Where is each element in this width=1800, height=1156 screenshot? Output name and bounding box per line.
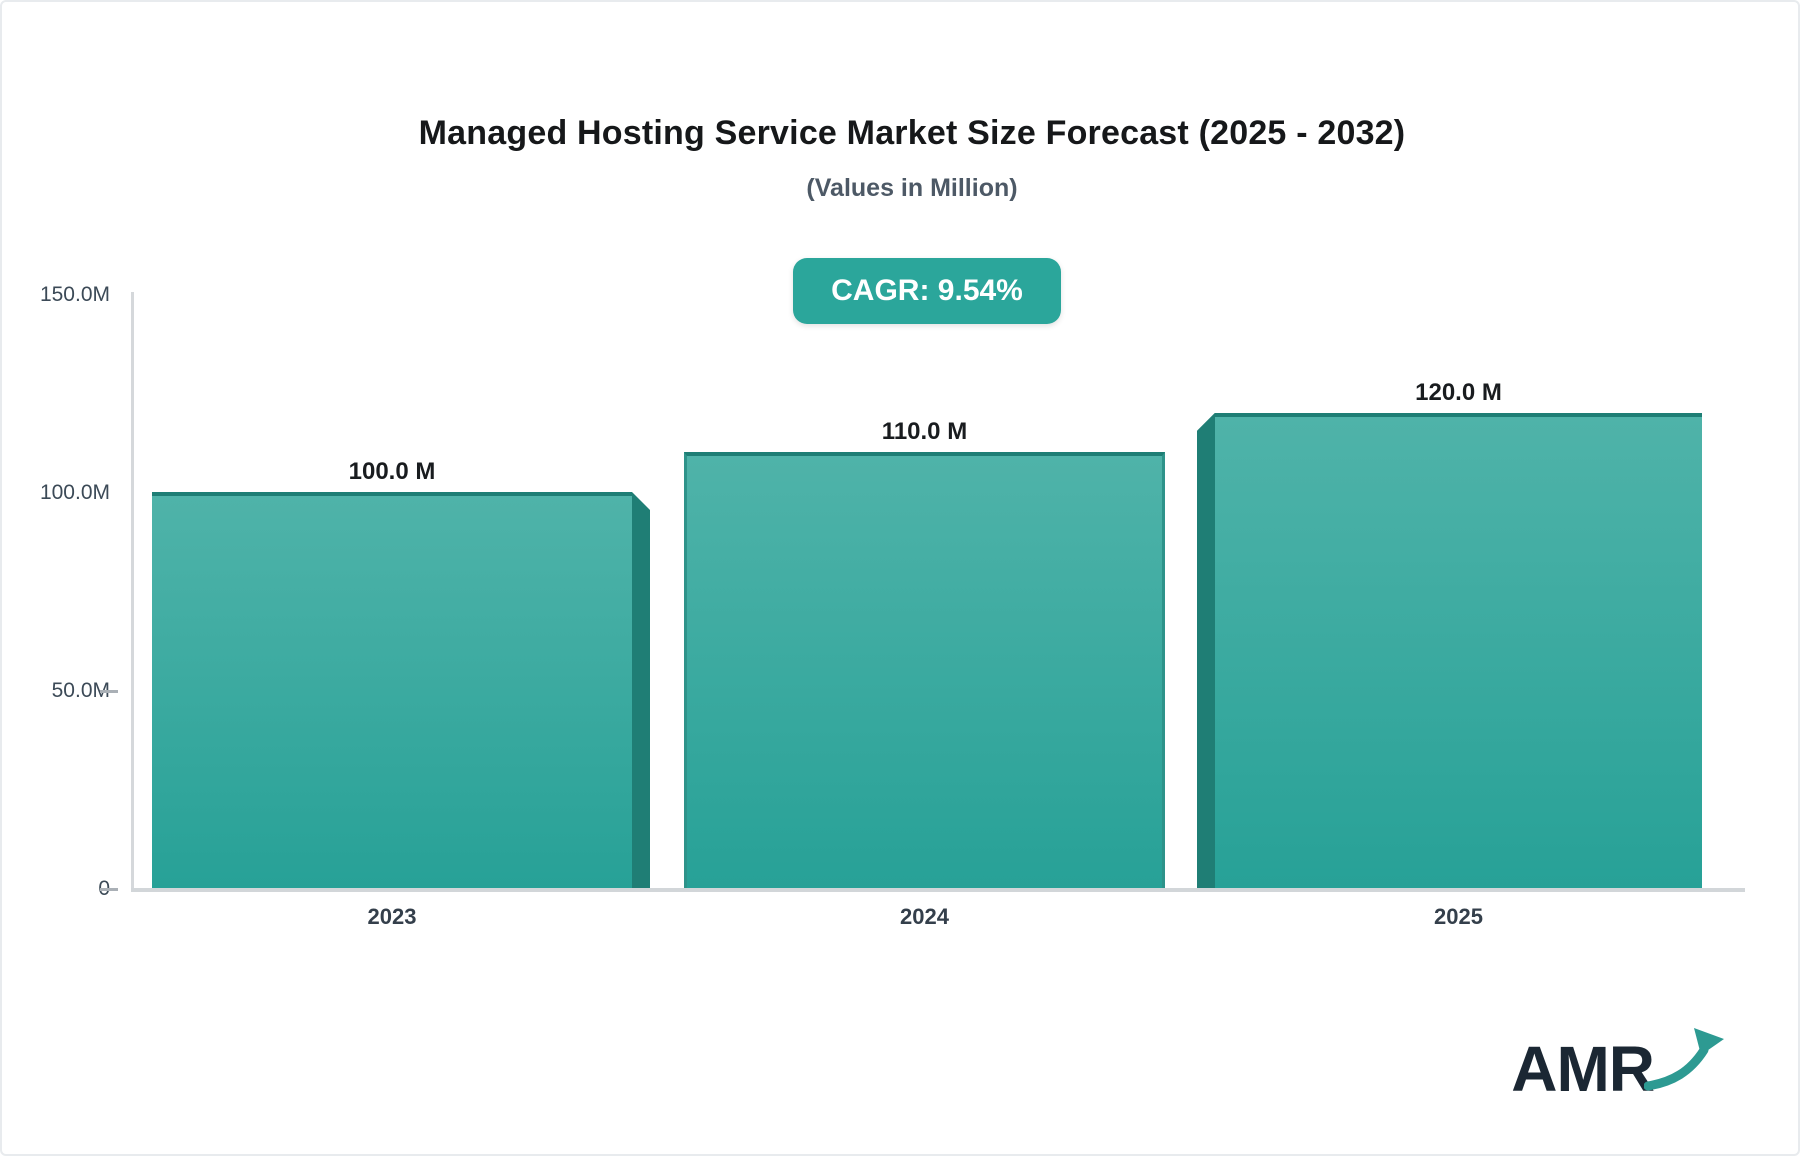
- bar-value-label: 120.0 M: [1415, 378, 1502, 406]
- bar-value-label: 100.0 M: [348, 458, 436, 485]
- bar[interactable]: [684, 452, 1165, 888]
- chart-title: Managed Hosting Service Market Size Fore…: [418, 114, 1406, 152]
- cagr-badge-wrap: CAGR: 9.54%: [62, 258, 1792, 324]
- y-axis-label: 0: [2, 877, 110, 901]
- cagr-badge: CAGR: 9.54%: [793, 258, 1061, 324]
- bar[interactable]: [152, 492, 632, 888]
- chart-subtitle: (Values in Million): [806, 174, 1018, 202]
- bar[interactable]: [1215, 412, 1702, 888]
- y-axis-tick: [100, 690, 118, 693]
- x-axis-label: 2025: [1434, 904, 1483, 929]
- y-axis-label: 50.0M: [51, 679, 110, 702]
- y-axis-tick: [100, 888, 118, 891]
- y-axis-line: [131, 292, 134, 890]
- x-axis-label: 2024: [900, 904, 949, 929]
- x-axis-label: 2023: [367, 904, 417, 929]
- growth-arrow-icon: [1643, 1027, 1728, 1098]
- bar-3d-side: [1197, 412, 1215, 888]
- amr-logo: AMR: [1511, 1027, 1728, 1106]
- bar-3d-side: [632, 492, 650, 888]
- y-axis-label: 150.0M: [39, 283, 110, 306]
- y-axis-label: 100.0M: [39, 481, 110, 504]
- amr-logo-text: AMR: [1511, 1033, 1655, 1105]
- x-axis-line: [131, 888, 1745, 892]
- bar-value-label: 110.0 M: [881, 418, 968, 446]
